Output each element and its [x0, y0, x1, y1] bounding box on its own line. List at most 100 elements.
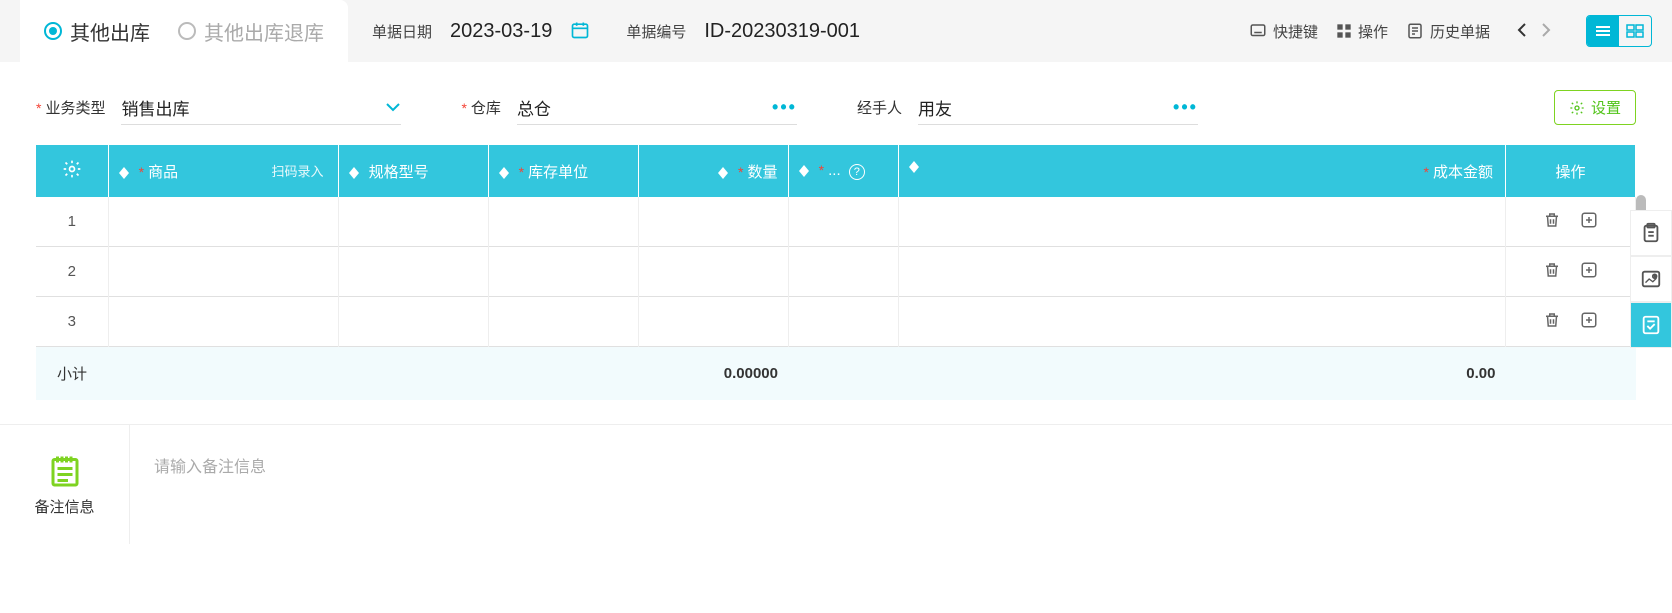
th-actions: 操作 [1506, 145, 1636, 197]
next-arrow-icon[interactable] [1540, 22, 1552, 41]
ellipsis-icon: ••• [1173, 97, 1198, 118]
table-container: *商品 扫码录入 规格型号 *库存单位 *数量 *... [0, 145, 1672, 400]
tab-other-out[interactable]: 其他出库 [44, 17, 150, 46]
th-qty[interactable]: *数量 [638, 145, 788, 197]
gear-icon [62, 159, 82, 179]
th-gear[interactable] [36, 145, 108, 197]
history-label: 历史单据 [1430, 21, 1490, 42]
cell-cost[interactable] [898, 197, 1506, 247]
handler-field: 经手人 用友 ••• [857, 91, 1198, 125]
cell-qty[interactable] [638, 297, 788, 347]
header-actions: 快捷键 操作 历史单据 [1249, 15, 1652, 47]
tab-label: 其他出库 [70, 17, 150, 46]
handler-label: 经手人 [857, 97, 902, 118]
cell-spec[interactable] [338, 297, 488, 347]
view-list-button[interactable] [1587, 16, 1619, 46]
cell-narrow[interactable] [788, 197, 898, 247]
warehouse-select[interactable]: 总仓 ••• [517, 91, 797, 125]
add-row-icon[interactable] [1580, 311, 1598, 332]
cell-qty[interactable] [638, 197, 788, 247]
row-number: 1 [36, 197, 108, 247]
gear-icon [1569, 100, 1585, 116]
row-number: 3 [36, 297, 108, 347]
handler-select[interactable]: 用友 ••• [918, 91, 1198, 125]
delete-row-icon[interactable] [1543, 261, 1561, 282]
settings-label: 设置 [1591, 97, 1621, 118]
doc-date-label: 单据日期 [372, 21, 432, 42]
cell-product[interactable] [108, 297, 338, 347]
calendar-icon[interactable] [570, 20, 590, 43]
cell-spec[interactable] [338, 197, 488, 247]
view-toggle [1586, 15, 1652, 47]
rail-doc-button[interactable] [1630, 302, 1672, 348]
operate-button[interactable]: 操作 [1336, 21, 1388, 42]
row-number: 2 [36, 247, 108, 297]
cell-unit[interactable] [488, 297, 638, 347]
cell-unit[interactable] [488, 247, 638, 297]
chevron-down-icon [385, 99, 401, 115]
biz-type-select[interactable]: 销售出库 [121, 91, 401, 125]
rail-clipboard-button[interactable] [1630, 210, 1672, 256]
sort-icon [349, 167, 359, 179]
notes-section: 备注信息 请输入备注信息 [0, 424, 1672, 544]
cell-cost[interactable] [898, 297, 1506, 347]
tab-label: 其他出库退库 [204, 17, 324, 46]
shortcut-button[interactable]: 快捷键 [1249, 21, 1318, 42]
biz-type-value: 销售出库 [121, 95, 189, 120]
cell-actions [1506, 247, 1636, 297]
cell-narrow[interactable] [788, 297, 898, 347]
cell-actions [1506, 197, 1636, 247]
subtotal-qty: 0.00000 [638, 347, 788, 401]
th-unit[interactable]: *库存单位 [488, 145, 638, 197]
doc-no-label: 单据编号 [626, 21, 686, 42]
table-row[interactable]: 2 [36, 247, 1636, 297]
tabs: 其他出库 其他出库退库 [20, 0, 348, 62]
biz-type-label: *业务类型 [36, 97, 105, 118]
side-rail [1630, 210, 1672, 348]
notes-icon [47, 452, 83, 488]
cell-spec[interactable] [338, 247, 488, 297]
cell-cost[interactable] [898, 247, 1506, 297]
tab-other-return[interactable]: 其他出库退库 [178, 17, 324, 46]
handler-value: 用友 [918, 95, 952, 120]
items-table: *商品 扫码录入 规格型号 *库存单位 *数量 *... [36, 145, 1636, 400]
cell-product[interactable] [108, 197, 338, 247]
table-row[interactable]: 3 [36, 297, 1636, 347]
radio-unselected-icon [178, 22, 196, 40]
add-row-icon[interactable] [1580, 211, 1598, 232]
nav-arrows [1508, 22, 1560, 41]
delete-row-icon[interactable] [1543, 311, 1561, 332]
table-row[interactable]: 1 [36, 197, 1636, 247]
cell-qty[interactable] [638, 247, 788, 297]
sort-icon [499, 167, 509, 179]
notes-label: 备注信息 [34, 496, 94, 517]
settings-button[interactable]: 设置 [1554, 90, 1636, 125]
view-grid-button[interactable] [1619, 16, 1651, 46]
prev-arrow-icon[interactable] [1516, 22, 1528, 41]
th-cost[interactable]: *成本金额 [898, 145, 1506, 197]
shortcut-label: 快捷键 [1273, 21, 1318, 42]
add-row-icon[interactable] [1580, 261, 1598, 282]
top-header: 其他出库 其他出库退库 单据日期 2023-03-19 单据编号 ID-2023… [0, 0, 1672, 62]
help-icon[interactable]: ? [849, 164, 865, 180]
sort-icon [909, 161, 919, 173]
warehouse-field: *仓库 总仓 ••• [461, 91, 796, 125]
th-product[interactable]: *商品 扫码录入 [108, 145, 338, 197]
notes-input[interactable]: 请输入备注信息 [130, 425, 1672, 544]
subtotal-row: 小计 0.00000 0.00 [36, 347, 1636, 401]
scan-input-button[interactable]: 扫码录入 [271, 161, 323, 180]
th-narrow[interactable]: *... ? [788, 145, 898, 197]
subtotal-label: 小计 [36, 347, 108, 401]
doc-date-value[interactable]: 2023-03-19 [450, 20, 552, 43]
sort-icon [718, 167, 728, 179]
history-button[interactable]: 历史单据 [1406, 21, 1490, 42]
rail-chart-button[interactable] [1630, 256, 1672, 302]
operate-label: 操作 [1358, 21, 1388, 42]
delete-row-icon[interactable] [1543, 211, 1561, 232]
cell-product[interactable] [108, 247, 338, 297]
cell-unit[interactable] [488, 197, 638, 247]
th-spec[interactable]: 规格型号 [338, 145, 488, 197]
doc-no-value: ID-20230319-001 [704, 20, 860, 43]
cell-narrow[interactable] [788, 247, 898, 297]
notes-header: 备注信息 [0, 425, 130, 544]
